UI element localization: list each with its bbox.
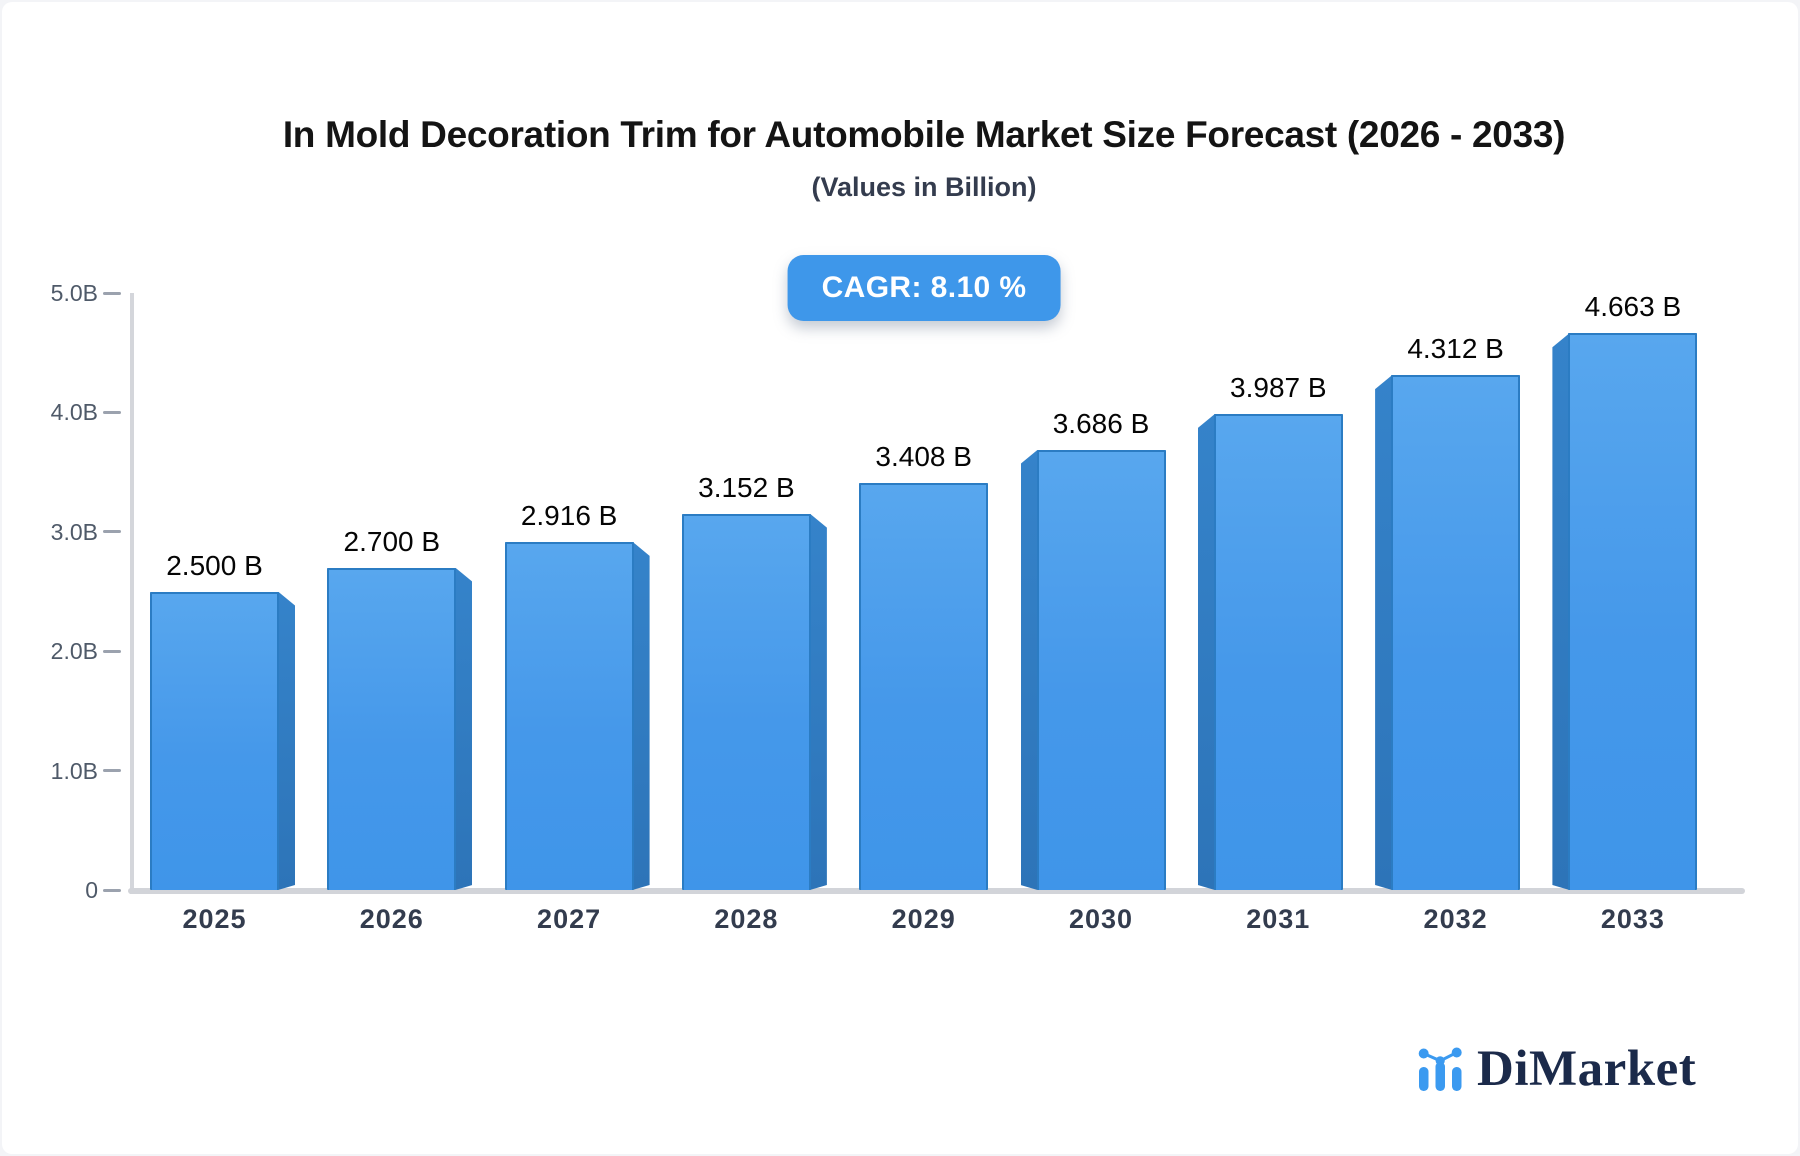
y-tick-dash xyxy=(103,649,121,653)
dimarket-logo-icon xyxy=(1418,1047,1462,1091)
bar-value-label-2030: 3.686 B xyxy=(1052,407,1150,439)
dimarket-logo: DiMarket xyxy=(1416,1042,1696,1096)
y-tick-label-5.0B: 5.0B xyxy=(50,280,98,306)
x-tick-label-2031: 2031 xyxy=(1246,904,1311,934)
y-tick-label-4.0B: 4.0B xyxy=(50,399,98,426)
cagr-badge: CAGR: 8.10 % xyxy=(787,255,1061,321)
bar-2028 xyxy=(681,513,811,890)
x-tick-label-2029: 2029 xyxy=(891,904,956,934)
bar-2026 xyxy=(327,567,457,890)
y-tick-dash xyxy=(103,291,121,295)
y-axis-line xyxy=(130,293,134,894)
bar-value-label-2033: 4.663 B xyxy=(1584,291,1682,323)
bar-side-2027 xyxy=(632,541,650,890)
cagr-label: CAGR: 8.10 % xyxy=(821,271,1027,304)
x-tick-label-2028: 2028 xyxy=(714,904,779,934)
bar-2030 xyxy=(1036,449,1166,890)
y-tick-label-1.0B: 1.0B xyxy=(50,757,98,784)
x-tick-label-2026: 2026 xyxy=(359,904,424,934)
x-tick-label-2033: 2033 xyxy=(1600,904,1665,934)
bar-side-2028 xyxy=(809,513,827,890)
bar-value-label-2027: 2.916 B xyxy=(520,499,618,531)
y-tick-label-3.0B: 3.0B xyxy=(50,518,98,545)
bar-2033 xyxy=(1568,333,1698,890)
bar-value-label-2031: 3.987 B xyxy=(1230,371,1327,403)
bar-value-label-2028: 3.152 B xyxy=(698,471,795,503)
bar-side-2030 xyxy=(1020,449,1038,890)
bar-2027 xyxy=(504,541,634,890)
bar-2025 xyxy=(150,591,279,890)
bar-value-label-2029: 3.408 B xyxy=(875,441,972,473)
x-tick-label-2025: 2025 xyxy=(182,904,247,934)
chart-subtitle: (Values in Billion) xyxy=(811,172,1037,202)
y-tick-dash xyxy=(103,769,121,773)
x-axis-baseline xyxy=(128,888,1745,894)
bar-side-2031 xyxy=(1197,413,1215,890)
bar-value-label-2032: 4.312 B xyxy=(1407,333,1504,365)
y-tick-dash xyxy=(103,530,121,534)
bar-2031 xyxy=(1213,413,1343,890)
bar-value-label-2026: 2.700 B xyxy=(343,525,441,557)
bar-side-2025 xyxy=(278,591,295,890)
bar-side-2026 xyxy=(455,567,473,890)
bar-2032 xyxy=(1391,375,1521,890)
y-tick-dash xyxy=(103,410,121,414)
y-tick-label-0: 0 xyxy=(85,877,98,903)
y-tick-dash xyxy=(103,888,121,892)
bar-value-label-2025: 2.500 B xyxy=(166,549,263,581)
x-tick-label-2030: 2030 xyxy=(1068,904,1134,934)
dimarket-logo-text: DiMarket xyxy=(1477,1040,1697,1097)
bar-side-2032 xyxy=(1375,375,1393,890)
x-tick-label-2032: 2032 xyxy=(1423,904,1488,934)
bar-side-2033 xyxy=(1552,333,1570,890)
bar-2029 xyxy=(859,483,989,890)
y-tick-label-2.0B: 2.0B xyxy=(50,638,98,665)
chart-title: In Mold Decoration Trim for Automobile M… xyxy=(282,114,1566,155)
x-tick-label-2027: 2027 xyxy=(537,904,602,934)
